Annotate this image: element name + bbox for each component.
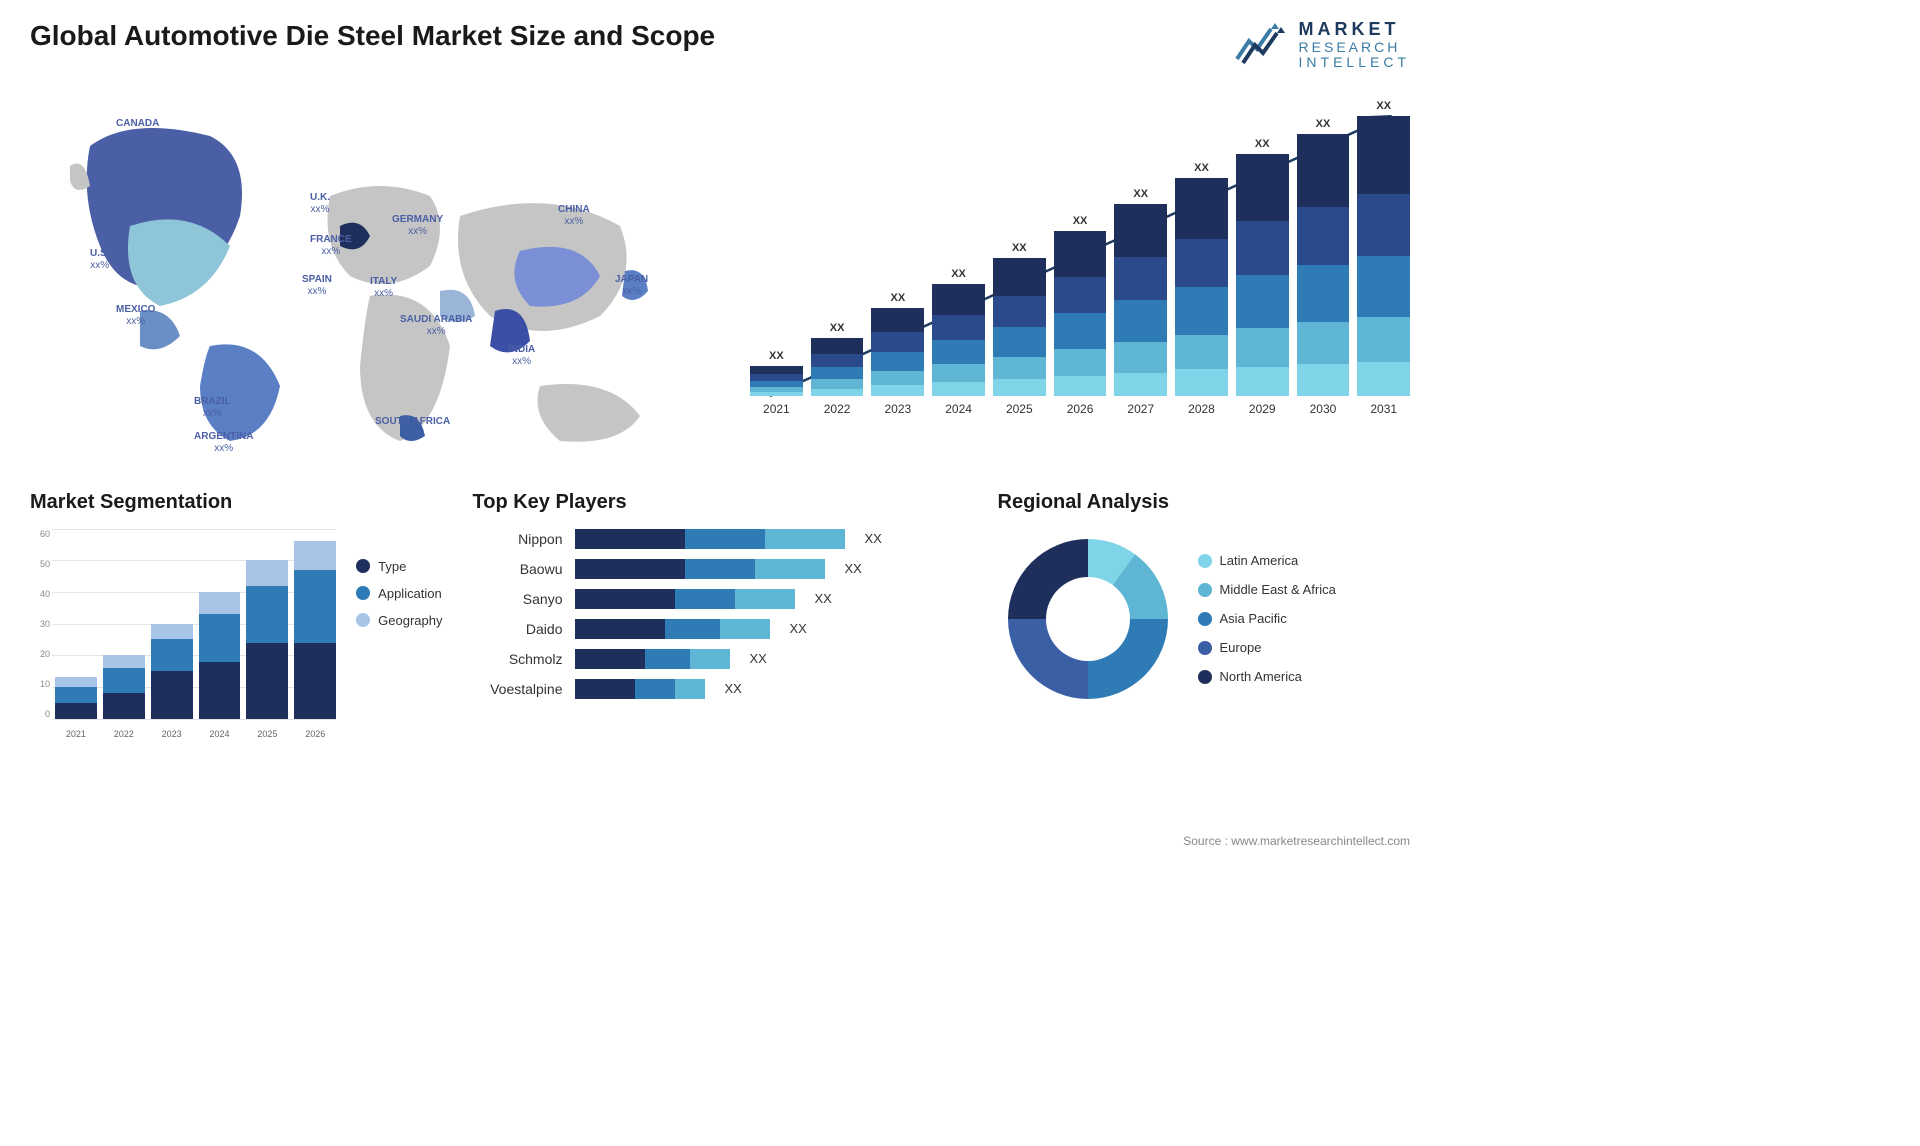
player-row: SchmolzXX	[473, 649, 968, 669]
segmentation-bar	[199, 592, 241, 719]
players-title: Top Key Players	[473, 491, 968, 514]
map-label: FRANCExx%	[310, 234, 352, 258]
player-row: VoestalpineXX	[473, 679, 968, 699]
segmentation-legend: Type Application Geography	[356, 529, 442, 739]
growth-chart: XX2021XX2022XX2023XX2024XX2025XX2026XX20…	[750, 96, 1410, 456]
map-label: SAUDI ARABIAxx%	[400, 314, 472, 338]
growth-bar: XX2021	[750, 350, 803, 416]
regional-title: Regional Analysis	[998, 491, 1411, 514]
map-label: CANADAxx%	[116, 118, 159, 142]
growth-bar: XX2028	[1175, 162, 1228, 416]
segmentation-title: Market Segmentation	[30, 491, 443, 514]
map-label: ITALYxx%	[370, 276, 397, 300]
segmentation-bar	[294, 541, 336, 718]
page-title: Global Automotive Die Steel Market Size …	[30, 20, 715, 52]
logo-text: MARKET RESEARCH INTELLECT	[1299, 20, 1410, 71]
players-list: NipponXX BaowuXX SanyoXX DaidoXX SchmolzXX Vo…	[473, 529, 968, 699]
segmentation-bar	[151, 624, 193, 719]
map-label: BRAZILxx%	[194, 396, 231, 420]
segmentation-section: Market Segmentation 6050403020100 202120…	[30, 491, 443, 739]
map-label: JAPANxx%	[615, 274, 648, 298]
growth-bar: XX2030	[1297, 118, 1350, 416]
top-row: CANADAxx% U.S.xx% MEXICOxx% BRAZILxx% ARGENT…	[30, 96, 1410, 456]
map-label: SPAINxx%	[302, 274, 332, 298]
regional-donut	[998, 529, 1178, 709]
world-map-section: CANADAxx% U.S.xx% MEXICOxx% BRAZILxx% ARGENT…	[30, 96, 710, 456]
map-label: GERMANYxx%	[392, 214, 443, 238]
segmentation-bar	[103, 655, 145, 718]
donut-segment	[1088, 619, 1168, 699]
map-label: U.S.xx%	[90, 248, 109, 272]
growth-bar: XX2026	[1054, 215, 1107, 416]
player-row: BaowuXX	[473, 559, 968, 579]
legend-item: North America	[1198, 669, 1336, 684]
donut-segment	[1008, 539, 1088, 619]
growth-bar: XX2025	[993, 242, 1046, 416]
header: Global Automotive Die Steel Market Size …	[30, 20, 1410, 71]
map-label: ARGENTINAxx%	[194, 431, 253, 455]
legend-item: Application	[356, 586, 442, 601]
legend-item: Asia Pacific	[1198, 611, 1336, 626]
growth-bar: XX2023	[871, 292, 924, 416]
regional-section: Regional Analysis Latin America Middle Ea…	[998, 491, 1411, 739]
regional-legend: Latin America Middle East & Africa Asia Pa…	[1198, 553, 1336, 684]
logo-icon	[1233, 23, 1289, 67]
donut-segment	[1008, 619, 1088, 699]
segmentation-bar	[55, 677, 97, 718]
legend-item: Europe	[1198, 640, 1336, 655]
source-attribution: Source : www.marketresearchintellect.com	[1183, 834, 1410, 848]
legend-item: Latin America	[1198, 553, 1336, 568]
legend-item: Geography	[356, 613, 442, 628]
bottom-row: Market Segmentation 6050403020100 202120…	[30, 491, 1410, 739]
segmentation-chart: 6050403020100 202120222023202420252026 T…	[30, 529, 443, 739]
growth-bar: XX2024	[932, 268, 985, 416]
segmentation-bar	[246, 560, 288, 718]
growth-bar: XX2031	[1357, 100, 1410, 416]
growth-bar: XX2022	[811, 322, 864, 416]
map-label: U.K.xx%	[310, 192, 330, 216]
map-label: SOUTH AFRICAxx%	[375, 416, 450, 440]
map-label: INDIAxx%	[508, 344, 535, 368]
growth-bar: XX2029	[1236, 138, 1289, 416]
player-row: SanyoXX	[473, 589, 968, 609]
world-map: CANADAxx% U.S.xx% MEXICOxx% BRAZILxx% ARGENT…	[30, 96, 710, 456]
legend-item: Type	[356, 559, 442, 574]
growth-bar: XX2027	[1114, 188, 1167, 416]
players-section: Top Key Players NipponXX BaowuXX SanyoXX Da…	[473, 491, 968, 739]
map-label: MEXICOxx%	[116, 304, 155, 328]
legend-item: Middle East & Africa	[1198, 582, 1336, 597]
map-label: CHINAxx%	[558, 204, 590, 228]
logo: MARKET RESEARCH INTELLECT	[1233, 20, 1410, 71]
player-row: NipponXX	[473, 529, 968, 549]
player-row: DaidoXX	[473, 619, 968, 639]
